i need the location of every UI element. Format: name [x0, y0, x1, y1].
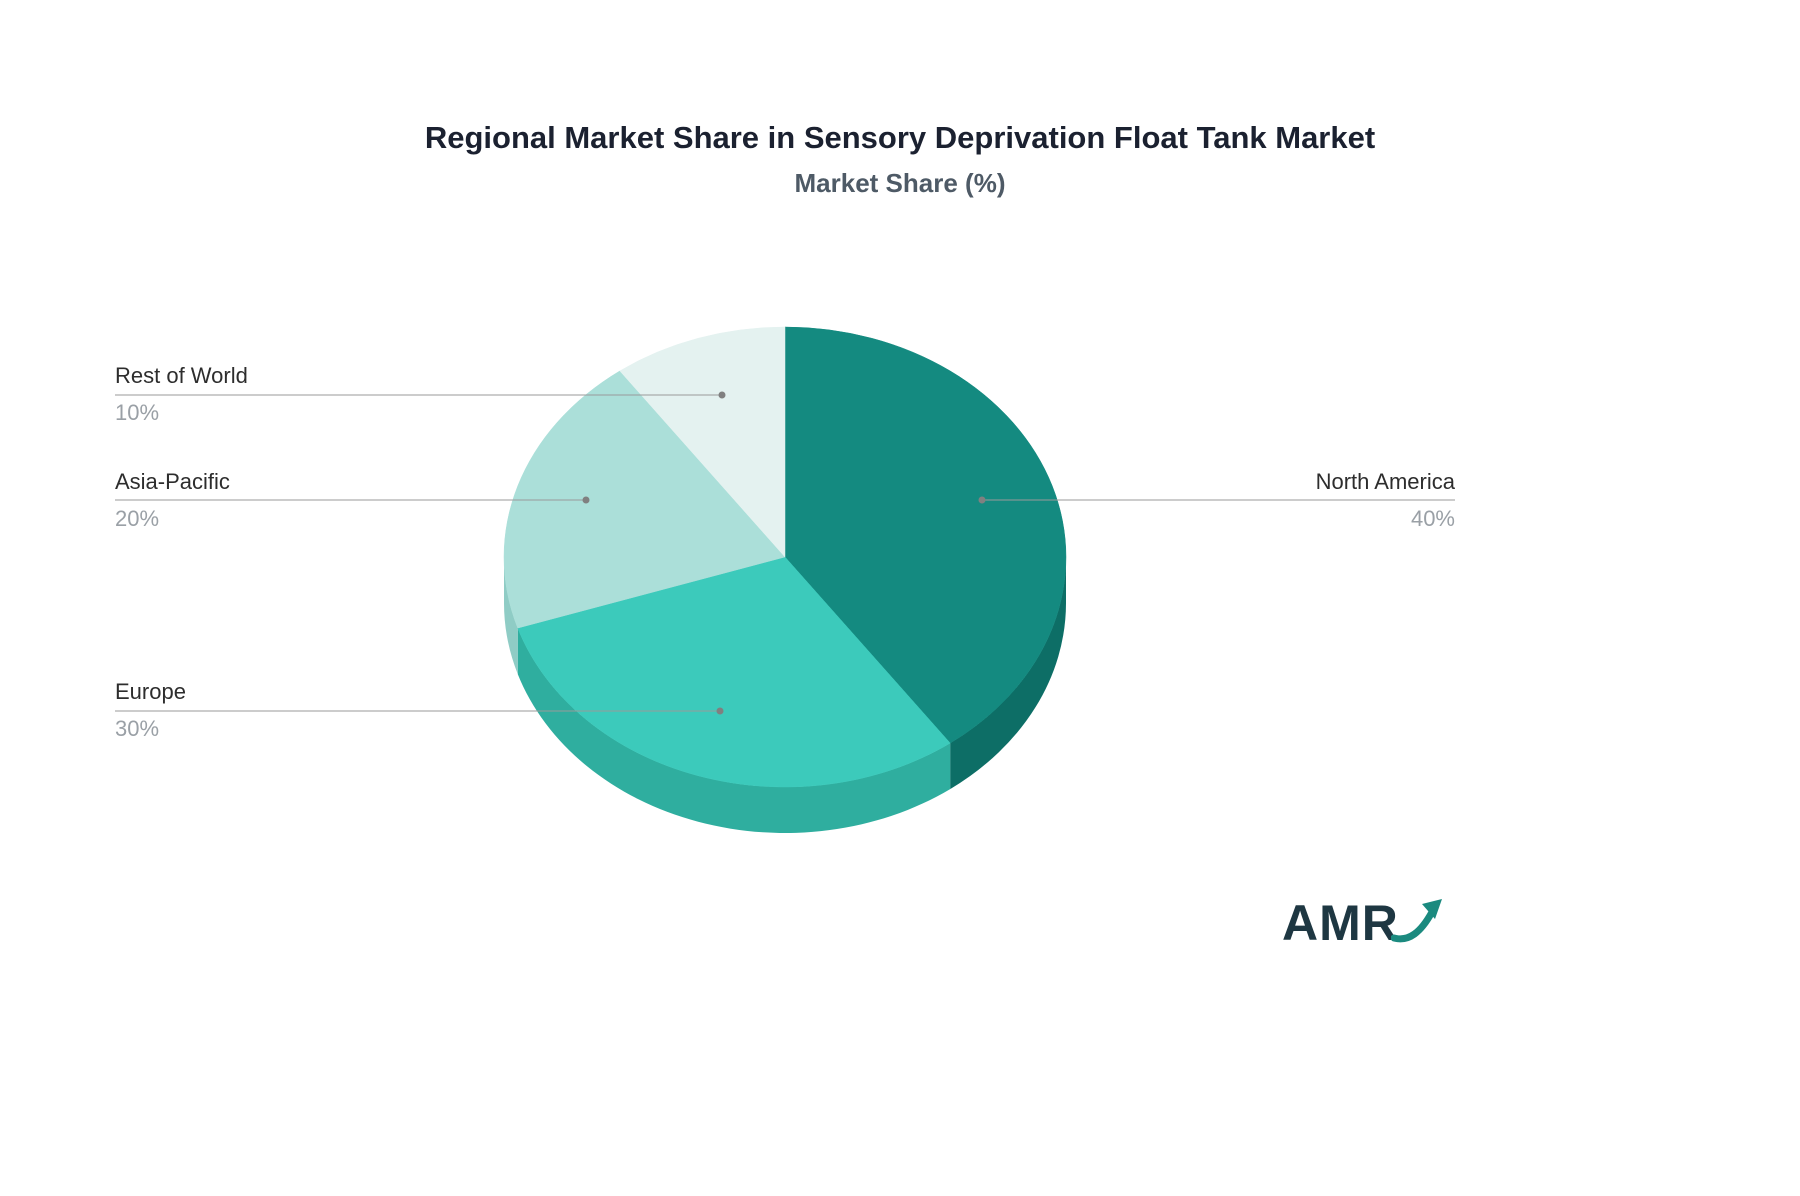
- pie-slice-side: [504, 557, 518, 675]
- label-name: North America: [1315, 469, 1455, 494]
- leader-dot: [718, 391, 726, 399]
- label-name: Europe: [115, 679, 186, 704]
- label-value: 30%: [115, 716, 160, 741]
- logo-text: AMR: [1282, 895, 1399, 951]
- pie-slice: [619, 326, 786, 558]
- logo-arrow-icon: [1390, 899, 1442, 943]
- pie-slice-side: [950, 557, 1066, 790]
- label-name: Asia-Pacific: [115, 469, 230, 494]
- label-asia-pacific: Asia-Pacific 20%: [115, 468, 230, 533]
- label-value: 10%: [115, 400, 160, 425]
- leader-dot: [582, 496, 590, 504]
- pie-slice: [517, 556, 951, 788]
- chart-title: Regional Market Share in Sensory Depriva…: [424, 120, 1376, 155]
- leader-dot: [716, 707, 724, 715]
- label-value: 20%: [115, 506, 160, 531]
- pie-slice: [784, 326, 1067, 744]
- label-north-america: North America 40%: [1316, 468, 1455, 533]
- chart-subtitle: Market Share (%): [794, 168, 1006, 198]
- label-name: Rest of World: [115, 363, 248, 388]
- amr-logo: AMR: [1282, 894, 1445, 952]
- label-europe: Europe 30%: [115, 678, 186, 743]
- label-value: 40%: [1410, 506, 1455, 531]
- label-rest-of-world: Rest of World 10%: [115, 362, 248, 427]
- leader-dot: [978, 496, 986, 504]
- pie-slice: [503, 370, 786, 629]
- pie-slice-side: [517, 628, 951, 833]
